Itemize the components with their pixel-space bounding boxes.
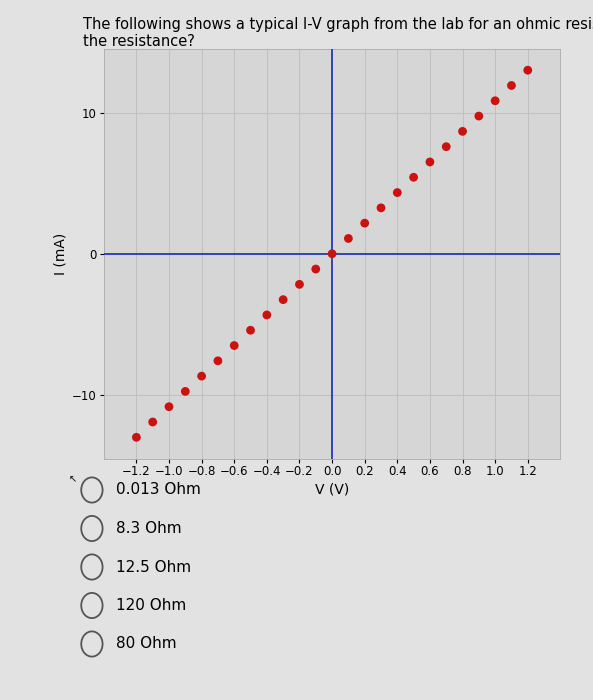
- Point: [507, 80, 517, 91]
- Point: [213, 355, 223, 366]
- Point: [197, 370, 206, 382]
- Point: [474, 111, 484, 122]
- Point: [311, 263, 321, 274]
- Point: [181, 386, 190, 397]
- Text: 8.3 Ohm: 8.3 Ohm: [116, 521, 181, 536]
- X-axis label: V (V): V (V): [315, 482, 349, 496]
- Point: [425, 156, 435, 167]
- Text: the resistance?: the resistance?: [83, 34, 195, 48]
- Text: The following shows a typical I-V graph from the lab for an ohmic resistor. What: The following shows a typical I-V graph …: [83, 18, 593, 32]
- Text: ↖: ↖: [68, 475, 76, 484]
- Y-axis label: I (mA): I (mA): [54, 232, 68, 275]
- Point: [132, 432, 141, 443]
- Point: [262, 309, 272, 321]
- Point: [229, 340, 239, 351]
- Point: [490, 95, 500, 106]
- Text: 120 Ohm: 120 Ohm: [116, 598, 186, 613]
- Point: [327, 248, 337, 259]
- Point: [295, 279, 304, 290]
- Point: [344, 233, 353, 244]
- Point: [442, 141, 451, 153]
- Point: [279, 294, 288, 305]
- Text: 12.5 Ohm: 12.5 Ohm: [116, 559, 191, 575]
- Text: 80 Ohm: 80 Ohm: [116, 636, 176, 652]
- Point: [360, 218, 369, 229]
- Point: [393, 187, 402, 198]
- Text: 0.013 Ohm: 0.013 Ohm: [116, 482, 200, 498]
- Point: [246, 325, 256, 336]
- Point: [523, 64, 533, 76]
- Point: [148, 416, 157, 428]
- Point: [164, 401, 174, 412]
- Point: [409, 172, 419, 183]
- Point: [377, 202, 386, 214]
- Point: [458, 126, 467, 137]
